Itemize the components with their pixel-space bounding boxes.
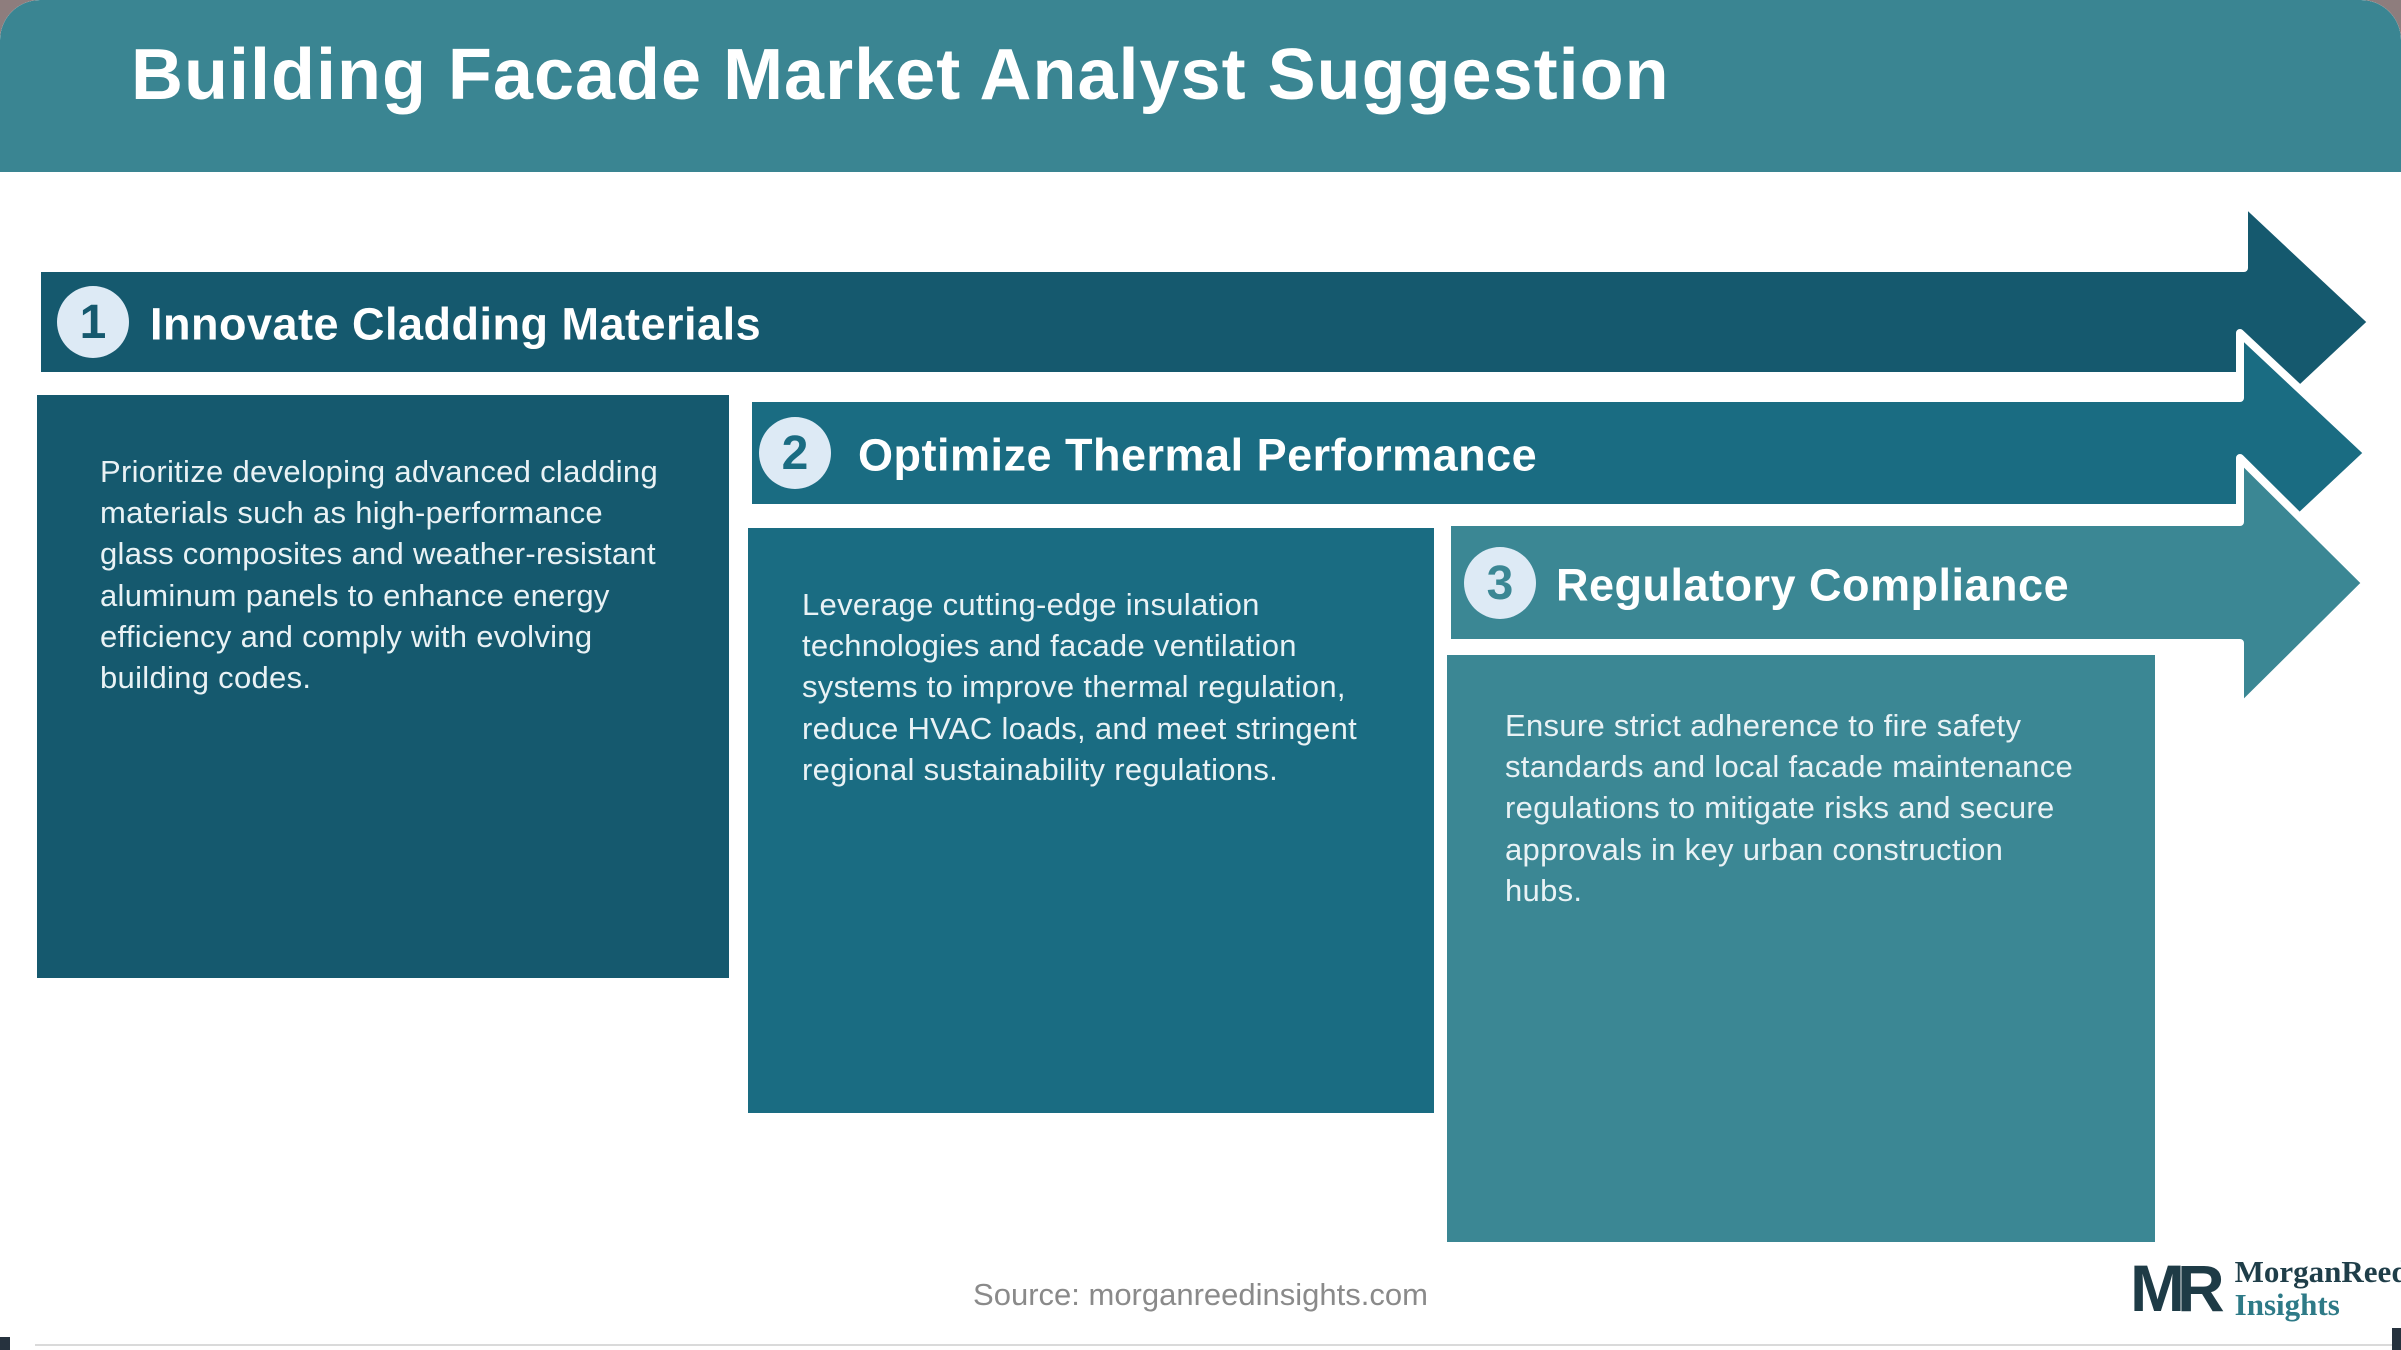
step-2-arrow <box>744 329 2372 577</box>
step-1-description-panel: Prioritize developing advanced cladding … <box>37 395 729 978</box>
step-1-description: Prioritize developing advanced cladding … <box>100 454 658 696</box>
step-1-number: 1 <box>79 295 107 349</box>
frame-corner-right <box>2392 1328 2401 1350</box>
bottom-divider <box>35 1344 2401 1346</box>
step-2-description: Leverage cutting-edge insulation technol… <box>802 587 1358 787</box>
brand-monogram-icon: MR <box>2130 1250 2225 1325</box>
source-note: Source: morganreedinsights.com <box>973 1277 1428 1312</box>
header-band: Building Facade Market Analyst Suggestio… <box>0 0 2401 172</box>
step-3-description: Ensure strict adherence to fire safety s… <box>1505 708 2074 908</box>
step-2-description-panel: Leverage cutting-edge insulation technol… <box>748 528 1434 1113</box>
step-1-arrow <box>33 198 2376 446</box>
step-2-number-badge: 2 <box>759 417 831 489</box>
step-1-title: Innovate Cladding Materials <box>150 298 762 350</box>
step-3-number-badge: 3 <box>1464 547 1536 619</box>
brand-tagline: Insights <box>2234 1287 2340 1322</box>
step-3-number: 3 <box>1486 556 1514 610</box>
step-1-number-badge: 1 <box>57 286 129 358</box>
brand-logo-text: MorganReed Insights <box>2235 1256 2401 1320</box>
step-2-title: Optimize Thermal Performance <box>858 429 1538 481</box>
page-title: Building Facade Market Analyst Suggestio… <box>131 35 1670 115</box>
step-3-arrow <box>1443 454 2370 712</box>
frame-corner-left <box>0 1337 10 1350</box>
brand-logo: MR MorganReed Insights <box>2130 1250 2401 1325</box>
step-3-title: Regulatory Compliance <box>1556 559 2070 611</box>
step-3-description-panel: Ensure strict adherence to fire safety s… <box>1447 655 2155 1242</box>
step-2-number: 2 <box>781 426 809 480</box>
brand-name: MorganReed <box>2234 1254 2401 1289</box>
